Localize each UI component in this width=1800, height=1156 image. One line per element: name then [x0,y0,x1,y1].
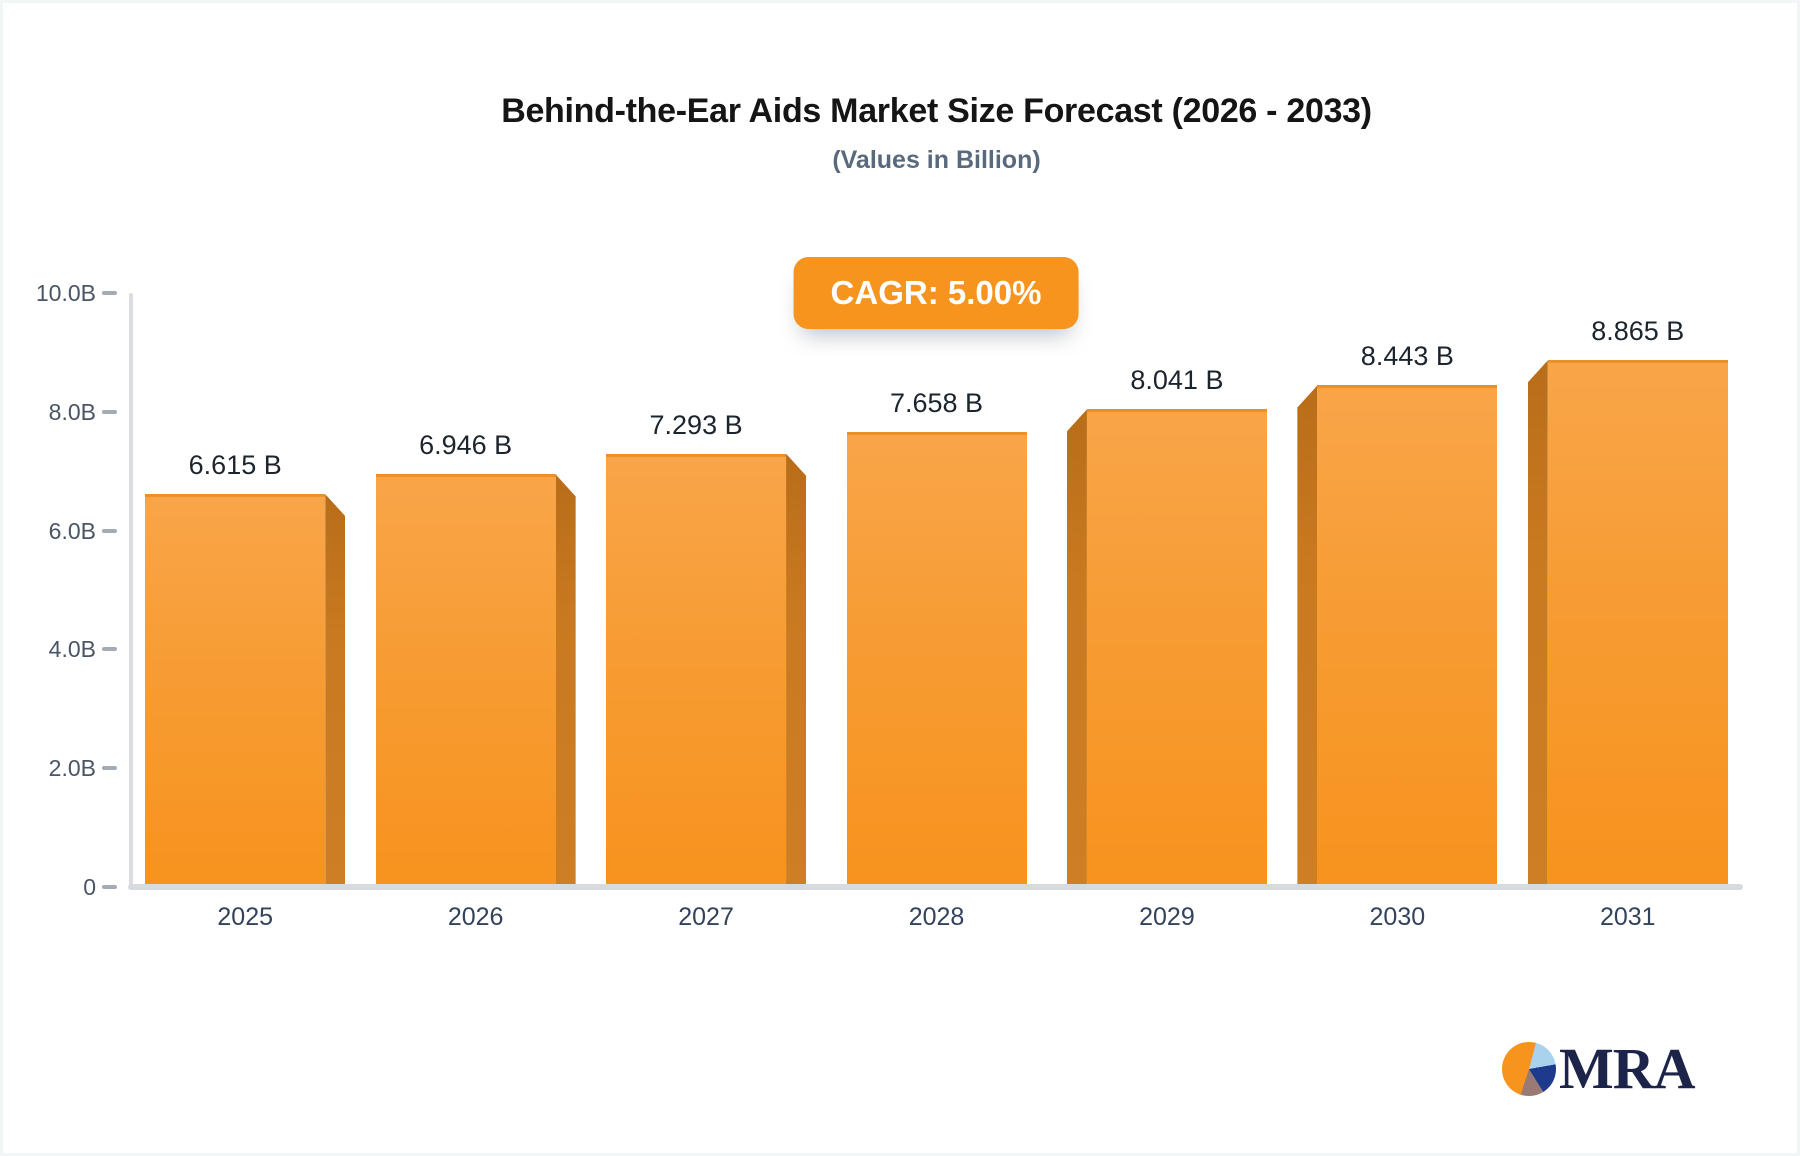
bar-side-2030 [1297,385,1318,887]
bar-value-label-2029: 8.041 B [1130,365,1224,396]
bar-2030 [1317,385,1498,887]
bar-value-label-2028: 7.658 B [889,388,984,419]
chart-title: Behind-the-Ear Aids Market Size Forecast… [501,92,1372,130]
x-axis-label-2030: 2030 [1369,903,1426,931]
y-axis-tick-label: 8.0B [48,398,96,425]
x-axis-label-2028: 2028 [908,903,965,931]
bar-side-2026 [555,474,576,887]
brand-logo-text: MRA [1559,1036,1696,1101]
y-axis-tick [102,528,117,533]
bar-2031 [1547,360,1728,887]
y-axis-tick [102,409,117,414]
bar-value-label-2026: 6.946 B [419,430,513,461]
bar-side-2031 [1527,360,1548,887]
brand-logo: MRA [1502,1036,1696,1101]
bar-value-label-2027: 7.293 B [649,409,743,440]
y-axis-tick-label: 10.0B [35,280,96,306]
x-axis-label-2027: 2027 [678,903,734,931]
y-axis-tick [102,885,117,889]
x-axis-label-2031: 2031 [1599,903,1656,931]
bar-value-label-2030: 8.443 B [1360,341,1454,372]
y-axis-tick-label: 2.0B [48,755,96,782]
x-axis-label-2025: 2025 [217,903,274,931]
bar-2029 [1086,409,1267,887]
bar-side-2025 [325,494,346,887]
bar-side-2027 [786,453,807,887]
bar-2028 [846,432,1027,887]
x-axis-baseline [128,884,1743,890]
pie-chart-logo-icon [1502,1042,1556,1096]
bar-2025 [145,494,326,887]
y-axis-tick-label: 0 [83,874,96,900]
x-axis-label-2029: 2029 [1139,903,1195,931]
bar-value-label-2031: 8.865 B [1591,316,1685,347]
bar-2027 [606,453,787,887]
y-axis-line [129,293,133,887]
x-axis-label-2026: 2026 [447,903,504,931]
y-axis-tick [102,291,117,295]
cagr-badge: CAGR: 5.00% [793,257,1079,329]
bar-value-label-2025: 6.615 B [188,450,282,481]
bar-side-2029 [1066,409,1087,887]
chart-subtitle: (Values in Billion) [832,146,1041,174]
y-axis-tick [102,766,117,771]
bar-2026 [375,474,556,887]
y-axis-tick-label: 6.0B [48,517,96,544]
y-axis-tick-label: 4.0B [48,636,96,663]
y-axis-tick [102,647,117,652]
